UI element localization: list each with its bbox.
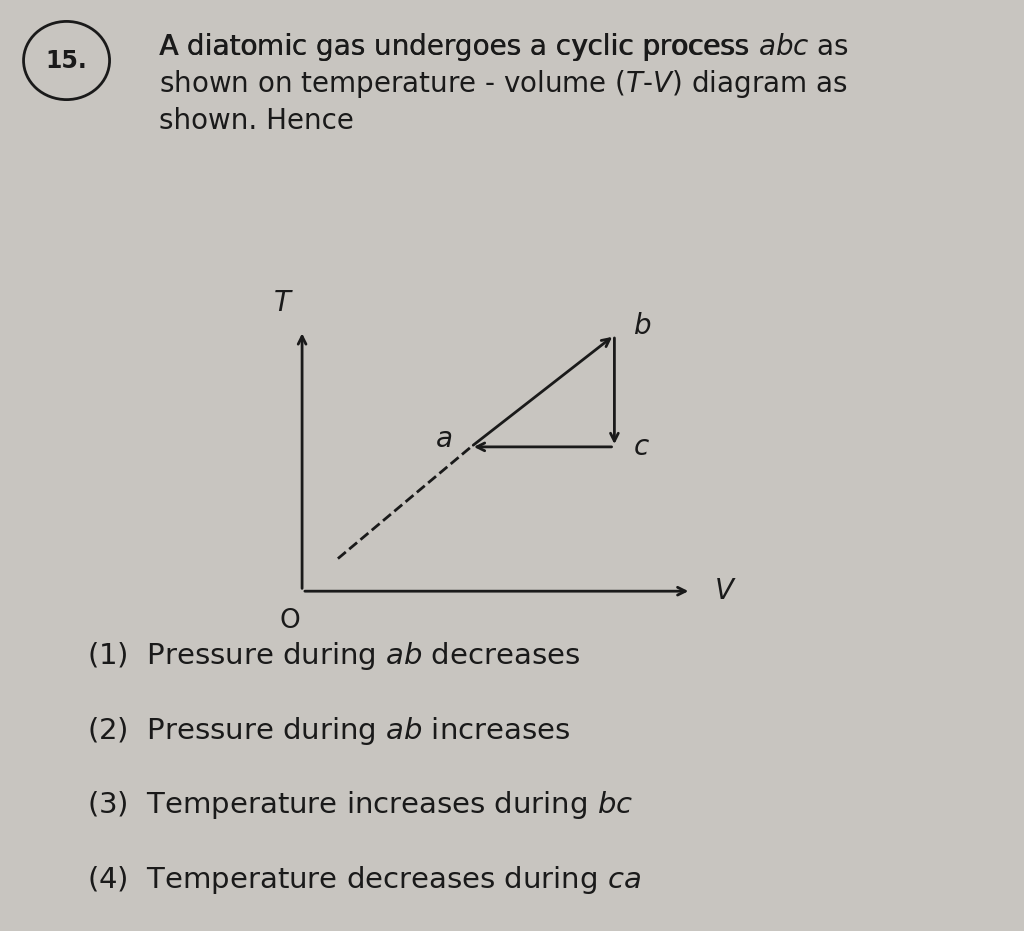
Text: A diatomic gas undergoes a cyclic process $abc$ as: A diatomic gas undergoes a cyclic proces… <box>159 31 849 62</box>
Text: A diatomic gas undergoes a cyclic process $abc$ as: A diatomic gas undergoes a cyclic proces… <box>159 31 849 62</box>
Text: O: O <box>280 608 300 634</box>
Text: (3)  Temperature increases during $bc$: (3) Temperature increases during $bc$ <box>87 789 633 821</box>
Text: shown on temperature - volume ($T$-$V$) diagram as: shown on temperature - volume ($T$-$V$) … <box>159 68 847 100</box>
Text: $V$: $V$ <box>714 577 736 605</box>
Text: (1)  Pressure during $ab$ decreases: (1) Pressure during $ab$ decreases <box>87 641 581 672</box>
Text: shown. Hence: shown. Hence <box>159 107 353 135</box>
Text: $a$: $a$ <box>435 425 453 453</box>
Text: $c$: $c$ <box>633 433 649 461</box>
Text: (4)  Temperature decreases during $ca$: (4) Temperature decreases during $ca$ <box>87 864 641 896</box>
Text: 15.: 15. <box>46 48 87 73</box>
Text: (2)  Pressure during $ab$ increases: (2) Pressure during $ab$ increases <box>87 715 570 747</box>
Text: A diatomic gas undergoes a cyclic process: A diatomic gas undergoes a cyclic proces… <box>159 33 758 61</box>
Text: $b$: $b$ <box>633 312 651 340</box>
Text: $T$: $T$ <box>273 289 294 317</box>
